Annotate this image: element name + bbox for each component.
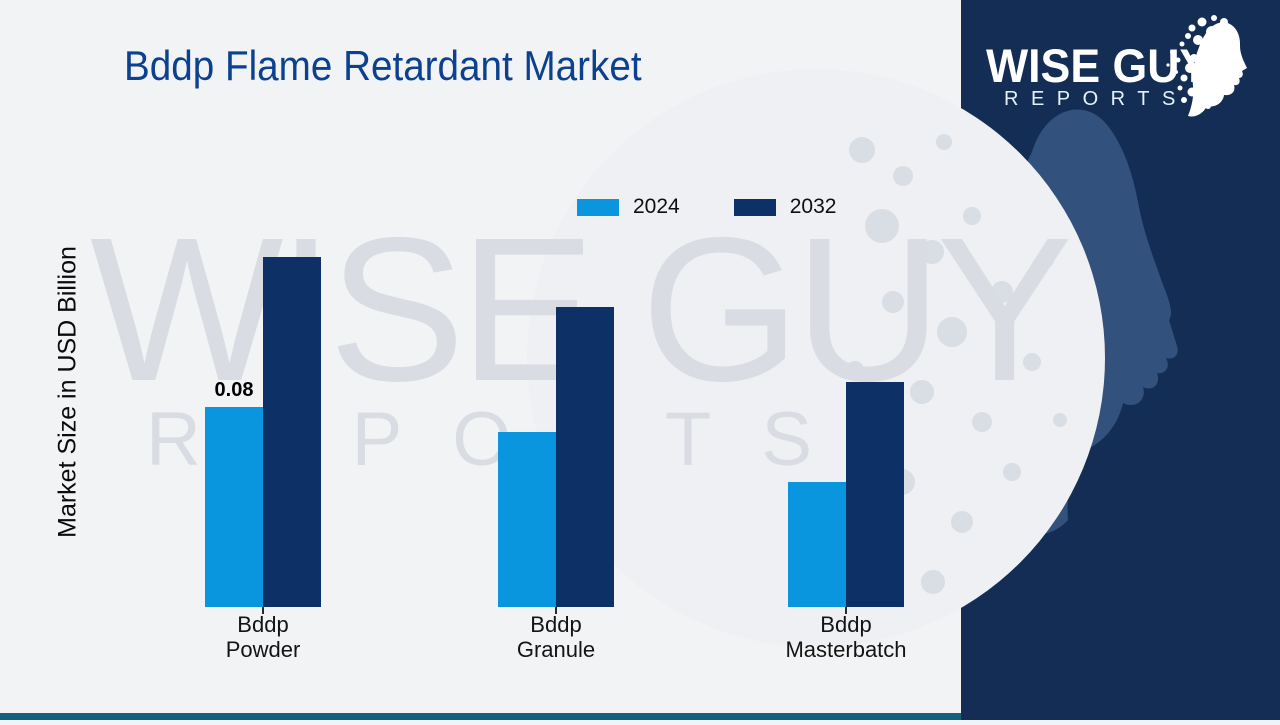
bar-value-label: 0.08	[214, 379, 254, 401]
logo-brand-text: WISE GUY	[986, 39, 1210, 92]
category-label-bddp-granule: Bddp Granule	[516, 612, 596, 662]
category-label-bddp-masterbatch: Bddp Masterbatch	[785, 612, 907, 662]
bottom-accent-bar	[0, 713, 961, 720]
logo-face-icon	[1166, 15, 1247, 117]
legend-swatch-2032	[733, 198, 776, 216]
bar-2032-bddp-granule	[556, 307, 614, 607]
chart-legend: 2024 2032	[577, 195, 836, 219]
circle-dots	[846, 134, 1067, 594]
bar-2032-bddp-masterbatch	[846, 382, 904, 607]
bar-2024-bddp-masterbatch	[788, 482, 846, 607]
legend-item-2024: 2024	[577, 195, 680, 219]
legend-swatch-2024	[577, 198, 619, 216]
bar-2024-bddp-powder	[205, 407, 263, 607]
x-axis-tick	[262, 607, 264, 614]
category-label-bddp-powder: Bddp Powder	[225, 612, 301, 662]
page-title: Bddp Flame Retardant Market	[124, 42, 642, 89]
watermark-circle	[527, 69, 1105, 647]
logo-sub-text: REPORTS	[1004, 88, 1188, 110]
wise-guy-reports-logo: WISE GUY REPORTS	[960, 0, 1280, 150]
x-axis-tick	[555, 607, 557, 614]
legend-label-2032: 2032	[789, 195, 837, 218]
legend-item-2032: 2032	[733, 195, 837, 219]
bar-2024-bddp-granule	[498, 432, 556, 607]
x-axis-tick	[845, 607, 847, 614]
legend-label-2024: 2024	[633, 195, 680, 218]
bar-2032-bddp-powder	[263, 257, 321, 607]
